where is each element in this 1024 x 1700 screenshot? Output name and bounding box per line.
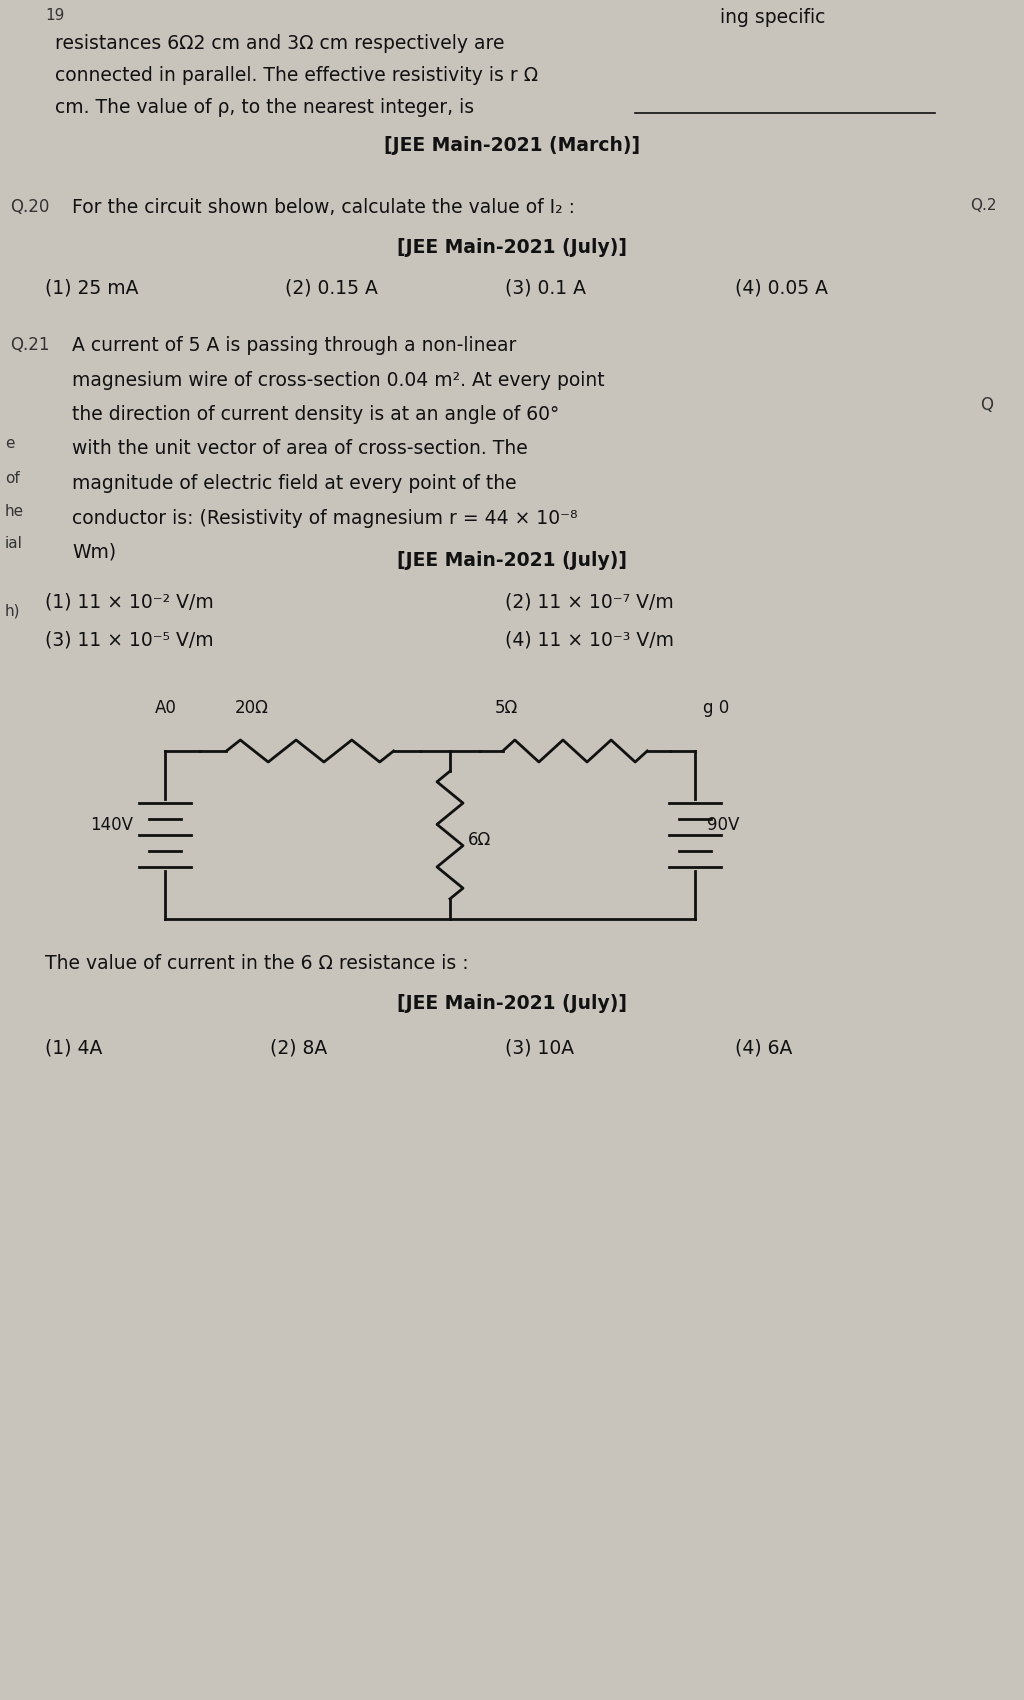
Text: Q: Q [980,396,993,415]
Text: [JEE Main-2021 (July)]: [JEE Main-2021 (July)] [397,994,627,1013]
Text: (1) 25 mA: (1) 25 mA [45,279,138,298]
Text: A current of 5 A is passing through a non-linear: A current of 5 A is passing through a no… [72,337,516,355]
Text: cm. The value of ρ, to the nearest integer, is: cm. The value of ρ, to the nearest integ… [55,99,474,117]
Text: he: he [5,503,25,518]
Text: ial: ial [5,536,23,551]
Text: [JEE Main-2021 (July)]: [JEE Main-2021 (July)] [397,238,627,257]
Text: resistances 6Ω2 cm and 3Ω cm respectively are: resistances 6Ω2 cm and 3Ω cm respectivel… [55,34,505,53]
Text: magnesium wire of cross-section 0.04 m². At every point: magnesium wire of cross-section 0.04 m².… [72,371,604,389]
Text: The value of current in the 6 Ω resistance is :: The value of current in the 6 Ω resistan… [45,954,469,972]
Text: (2) 11 × 10⁻⁷ V/m: (2) 11 × 10⁻⁷ V/m [505,593,674,612]
Text: (4) 11 × 10⁻³ V/m: (4) 11 × 10⁻³ V/m [505,631,674,649]
Text: (1) 4A: (1) 4A [45,1039,102,1057]
Text: A0: A0 [155,699,177,717]
Text: (3) 10A: (3) 10A [505,1039,574,1057]
Text: Q.2: Q.2 [970,197,996,212]
Text: with the unit vector of area of cross-section. The: with the unit vector of area of cross-se… [72,440,527,459]
Text: connected in parallel. The effective resistivity is r Ω: connected in parallel. The effective res… [55,66,539,85]
Text: 140V: 140V [90,816,133,835]
Text: For the circuit shown below, calculate the value of I₂ :: For the circuit shown below, calculate t… [72,197,575,218]
Text: conductor is: (Resistivity of magnesium r = 44 × 10⁻⁸: conductor is: (Resistivity of magnesium … [72,508,578,527]
Text: ing specific: ing specific [720,8,825,27]
Text: Q.21: Q.21 [10,337,49,354]
Text: [JEE Main-2021 (July)]: [JEE Main-2021 (July)] [397,551,627,570]
Text: the direction of current density is at an angle of 60°: the direction of current density is at a… [72,405,559,423]
Text: magnitude of electric field at every point of the: magnitude of electric field at every poi… [72,474,517,493]
Text: Wm): Wm) [72,542,116,563]
Text: (3) 11 × 10⁻⁵ V/m: (3) 11 × 10⁻⁵ V/m [45,631,214,649]
Text: (4) 0.05 A: (4) 0.05 A [735,279,828,298]
Text: 5Ω: 5Ω [495,699,518,717]
Text: e: e [5,435,14,450]
Text: 19: 19 [45,8,65,24]
Text: (4) 6A: (4) 6A [735,1039,793,1057]
Text: Q.20: Q.20 [10,197,49,216]
Text: [JEE Main-2021 (March)]: [JEE Main-2021 (March)] [384,136,640,155]
Text: (1) 11 × 10⁻² V/m: (1) 11 × 10⁻² V/m [45,593,214,612]
Text: 20Ω: 20Ω [234,699,269,717]
Text: 6Ω: 6Ω [468,831,492,848]
Text: (2) 0.15 A: (2) 0.15 A [285,279,378,298]
Text: (2) 8A: (2) 8A [270,1039,328,1057]
Text: g 0: g 0 [703,699,729,717]
Text: h): h) [5,604,20,619]
Text: (3) 0.1 A: (3) 0.1 A [505,279,586,298]
Text: 90V: 90V [707,816,739,835]
Text: of: of [5,471,19,486]
